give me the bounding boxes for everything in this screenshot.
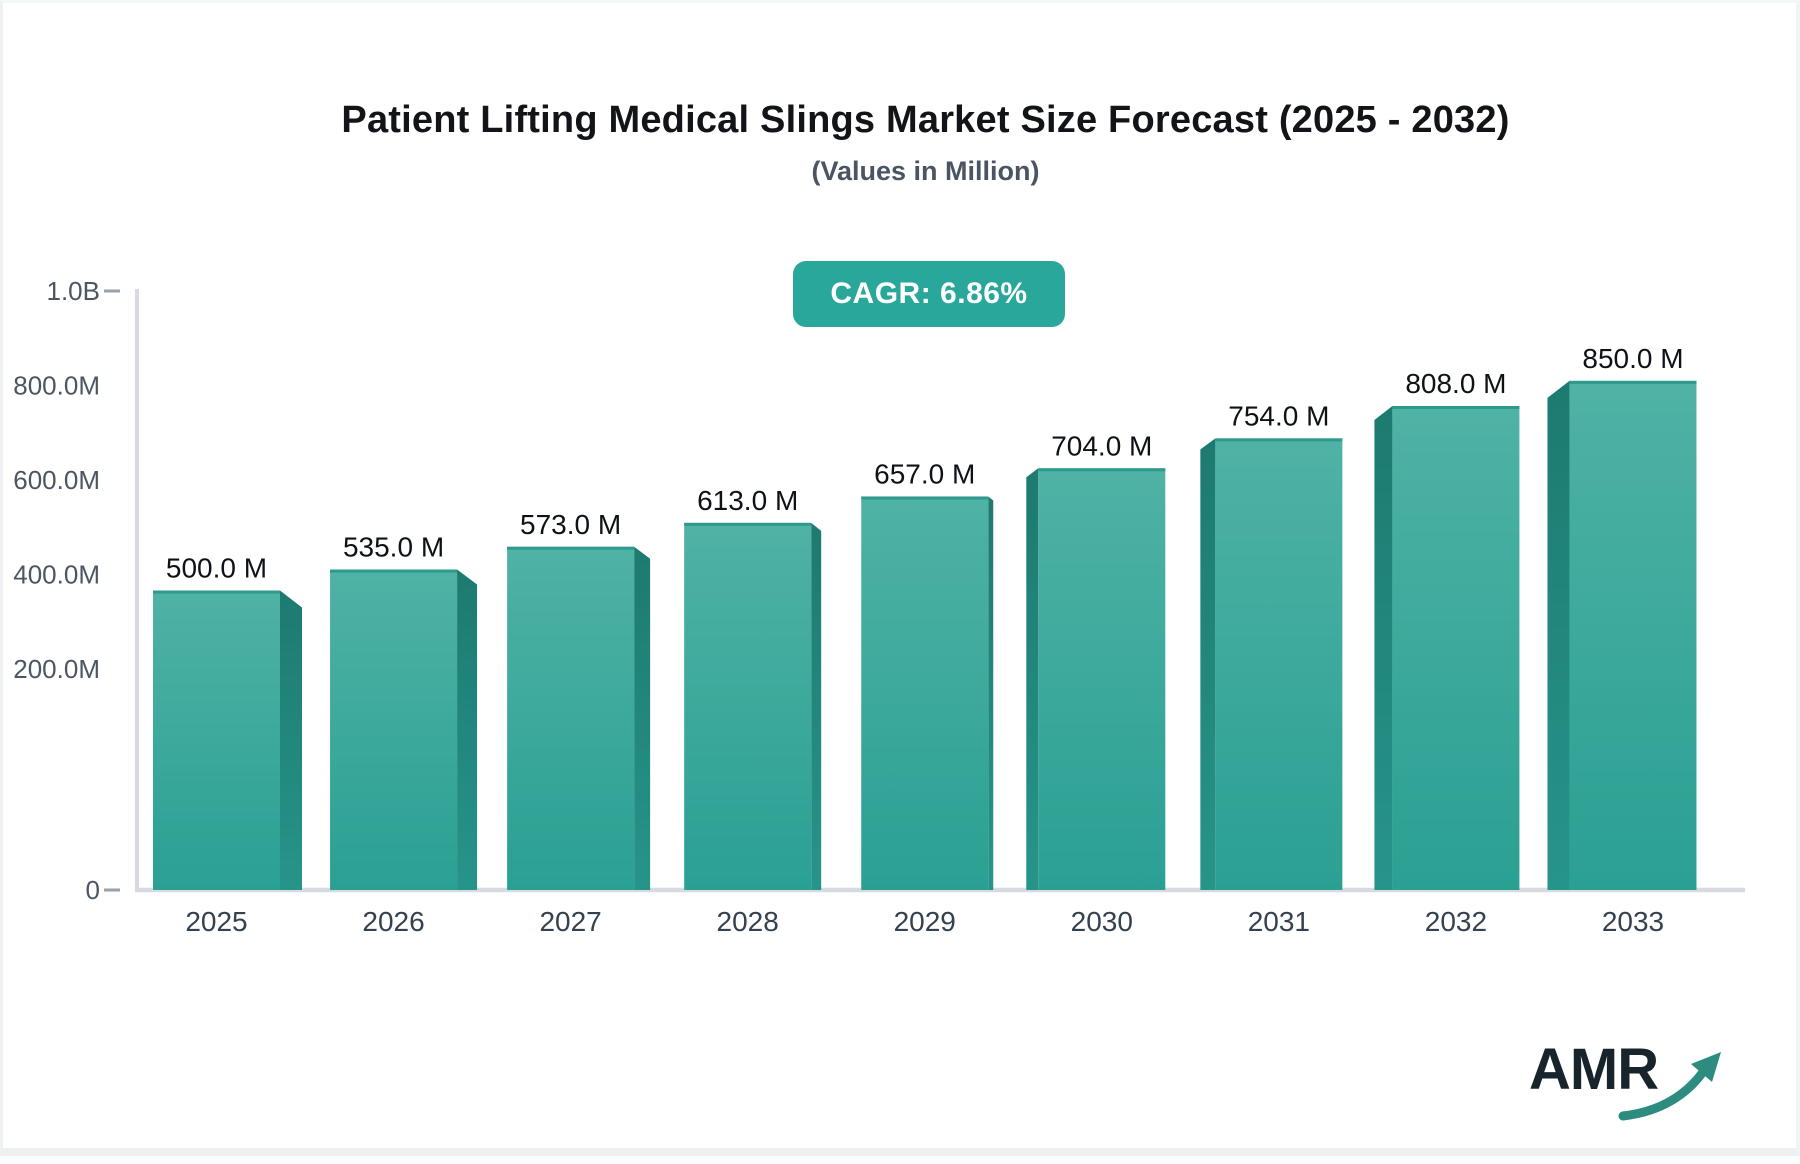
bar-value-label: 657.0 M <box>874 458 975 489</box>
bar-chart-canvas: 1.0B 800.0M 600.0M 400.0M 200.0M 0 500.0 M 2025… <box>13 276 1745 937</box>
x-axis-label: 2025 <box>185 906 247 937</box>
bar-side-face <box>1200 438 1216 890</box>
bar-2032 <box>1392 406 1520 890</box>
y-axis-label: 800.0M <box>13 371 100 401</box>
x-axis-label: 2029 <box>894 906 956 937</box>
bar-value-label: 850.0 M <box>1582 343 1683 374</box>
bar-2033 <box>1569 380 1697 890</box>
cagr-badge-label: CAGR: 6.86% <box>830 277 1028 310</box>
amr-logo-text: AMR <box>1529 1037 1659 1102</box>
y-axis-label: 400.0M <box>13 560 100 590</box>
growth-arrow-head <box>1691 1052 1721 1082</box>
x-axis-label: 2030 <box>1071 906 1133 937</box>
bar-value-label: 754.0 M <box>1228 400 1329 431</box>
growth-arrow-tail <box>1618 1067 1708 1121</box>
chart-header: Patient Lifting Medical Slings Market Si… <box>55 99 1796 187</box>
bar-2028 <box>684 522 812 890</box>
bar-2029 <box>861 496 989 890</box>
bar-side-face <box>1374 406 1393 890</box>
chart-title: Patient Lifting Medical Slings Market Si… <box>341 99 1510 141</box>
amr-logo: AMR <box>1529 1036 1749 1126</box>
bar-2026 <box>330 569 458 890</box>
y-axis-label: 1.0B <box>47 276 101 306</box>
bar-value-label: 704.0 M <box>1051 430 1152 461</box>
y-axis-label: 200.0M <box>13 654 100 684</box>
bar-2027 <box>507 546 635 890</box>
chart-subtitle: (Values in Million) <box>811 156 1040 186</box>
x-axis-label: 2031 <box>1248 906 1310 937</box>
bar-side-face <box>634 546 651 890</box>
x-axis-label: 2026 <box>362 906 424 937</box>
bar-value-label: 613.0 M <box>697 485 798 516</box>
x-axis-label: 2027 <box>539 906 601 937</box>
growth-arrow-icon <box>1618 1052 1721 1121</box>
chart: 1.0B 800.0M 600.0M 400.0M 200.0M 0 500.0 M 2025… <box>3 3 1796 1148</box>
y-axis-label: 0 <box>86 875 100 905</box>
x-axis-label: 2032 <box>1425 906 1487 937</box>
bar-2025 <box>153 590 280 890</box>
cagr-badge: CAGR: 6.86% <box>793 261 1065 327</box>
bar-side-face <box>988 496 994 890</box>
bar-2030 <box>1038 468 1166 890</box>
bar-side-face <box>1547 380 1570 890</box>
bar-value-label: 535.0 M <box>343 532 444 563</box>
bar-side-face <box>811 522 822 890</box>
bar-value-label: 573.0 M <box>520 509 621 540</box>
bar-2031 <box>1215 438 1343 890</box>
y-axis-label: 600.0M <box>13 465 100 495</box>
bar-value-label: 500.0 M <box>166 553 267 584</box>
x-axis-label: 2033 <box>1602 906 1664 937</box>
bar-value-label: 808.0 M <box>1405 368 1506 399</box>
bar-side-face <box>1026 468 1039 890</box>
bar-side-face <box>457 569 478 890</box>
bar-side-face <box>280 590 302 890</box>
x-axis-label: 2028 <box>717 906 779 937</box>
